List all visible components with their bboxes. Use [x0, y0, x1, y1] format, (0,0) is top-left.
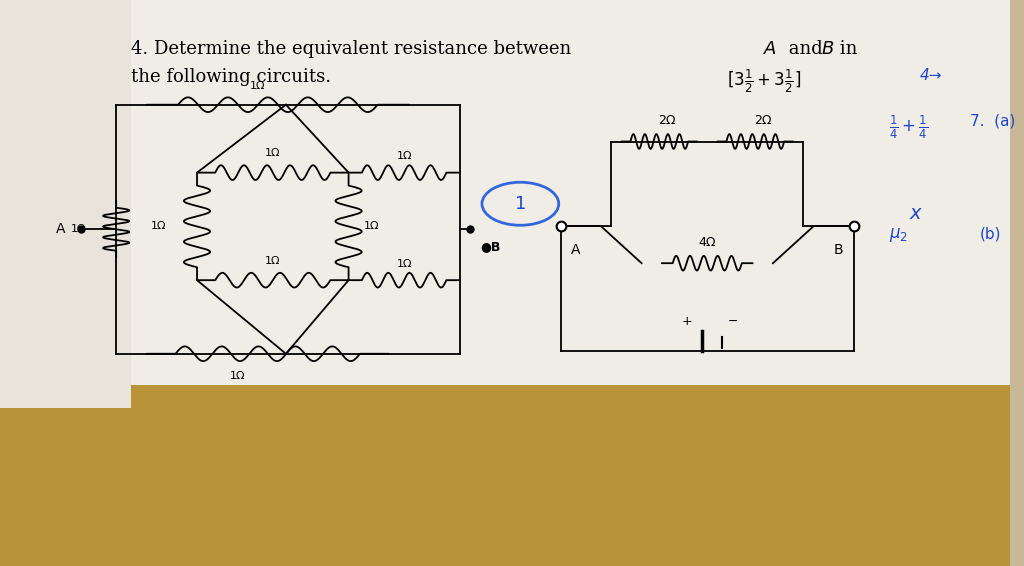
Text: 1: 1: [515, 195, 526, 213]
Text: A: A: [570, 243, 581, 258]
FancyBboxPatch shape: [0, 0, 131, 408]
Text: 2Ω: 2Ω: [658, 114, 676, 127]
Text: x: x: [909, 204, 921, 223]
FancyBboxPatch shape: [0, 0, 1011, 396]
Text: (b): (b): [980, 226, 1001, 242]
Text: 1Ω: 1Ω: [265, 256, 281, 266]
Text: 1Ω: 1Ω: [396, 151, 412, 161]
Text: A: A: [56, 222, 66, 236]
Text: $\frac{1}{4}+\frac{1}{4}$: $\frac{1}{4}+\frac{1}{4}$: [889, 113, 929, 140]
FancyBboxPatch shape: [0, 385, 1011, 566]
Text: 1Ω: 1Ω: [396, 259, 412, 269]
Text: 1Ω: 1Ω: [152, 221, 167, 231]
Text: −: −: [727, 315, 737, 328]
Text: $[3\frac{1}{2}+3\frac{1}{2}]$: $[3\frac{1}{2}+3\frac{1}{2}]$: [727, 68, 802, 95]
Text: 7.  (a): 7. (a): [970, 113, 1016, 128]
Text: ●B: ●B: [480, 241, 501, 254]
Text: B: B: [834, 243, 844, 258]
Text: $B$: $B$: [821, 40, 835, 58]
Text: $A$: $A$: [763, 40, 777, 58]
Text: 1Ω: 1Ω: [229, 371, 245, 381]
Text: in: in: [834, 40, 857, 58]
Text: $\mu_2$: $\mu_2$: [889, 226, 908, 245]
Text: 2Ω: 2Ω: [754, 114, 771, 127]
Text: and: and: [783, 40, 828, 58]
Text: 1Ω: 1Ω: [71, 224, 86, 234]
Text: 1Ω: 1Ω: [265, 148, 281, 158]
Text: 1Ω: 1Ω: [364, 221, 379, 231]
Text: +: +: [682, 315, 692, 328]
Text: 4. Determine the equivalent resistance between: 4. Determine the equivalent resistance b…: [131, 40, 578, 58]
Text: the following circuits.: the following circuits.: [131, 68, 332, 86]
Text: 1Ω: 1Ω: [250, 80, 265, 91]
Text: 4→: 4→: [920, 68, 942, 83]
Text: 4Ω: 4Ω: [698, 236, 716, 249]
